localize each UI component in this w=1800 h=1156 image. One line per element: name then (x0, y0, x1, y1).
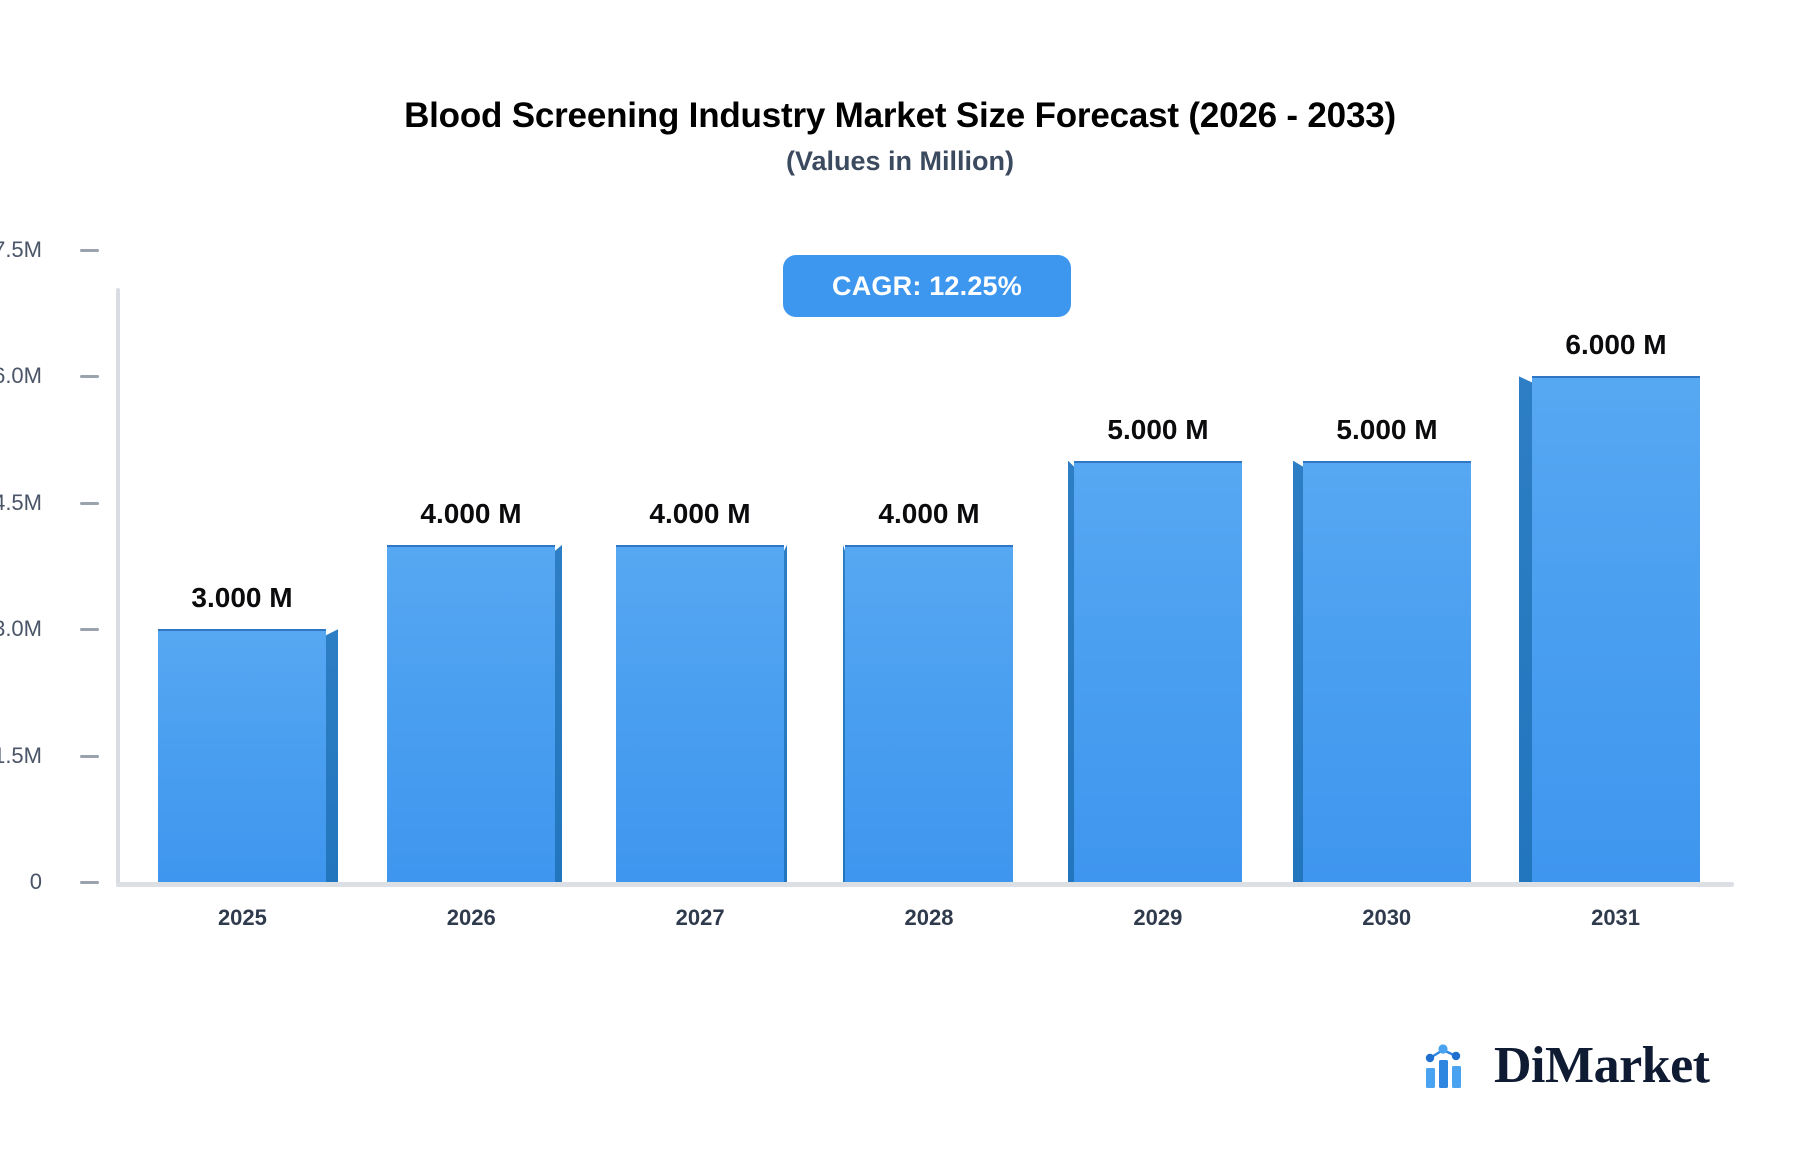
cagr-badge-label: CAGR: 12.25% (832, 270, 1022, 301)
y-axis-tick: 6.0M (0, 365, 116, 387)
cagr-badge: CAGR: 12.25% (783, 255, 1071, 317)
bar-chart-trend-icon (1425, 1044, 1461, 1088)
brand-name: DiMarket (1494, 1037, 1710, 1094)
y-axis-tick-label: 4.5M (0, 489, 42, 515)
x-axis-tick-label: 2026 (446, 905, 496, 930)
bar-value-label: 4.000 M (420, 497, 522, 529)
bar-side-face (555, 544, 562, 882)
bar-value-label: 4.000 M (649, 497, 751, 529)
x-axis-tick-label: 2029 (1133, 905, 1183, 930)
bar-side-face (843, 544, 845, 882)
bar-side-face (326, 629, 338, 882)
y-axis-tick-label: 1.5M (0, 742, 42, 768)
bar: 4.000 M (616, 498, 787, 882)
y-axis-tick-mark (80, 881, 99, 884)
y-axis-tick-mark (80, 375, 99, 379)
x-axis-tick-label: 2025 (217, 905, 267, 930)
brand-logo: DiMarket (1424, 1037, 1710, 1094)
x-axis-tick-label: 2031 (1591, 905, 1641, 930)
y-axis-tick-mark (80, 249, 99, 252)
bar-side-face (1293, 460, 1303, 882)
bar: 6.000 M (1519, 329, 1700, 882)
bar: 5.000 M (1293, 414, 1471, 882)
bar: 4.000 M (843, 498, 1013, 882)
bar-value-label: 6.000 M (1565, 329, 1667, 361)
bar-front-face (1303, 460, 1471, 882)
y-axis-tick: 7.5M (0, 239, 116, 261)
x-axis-tick-label: 2030 (1362, 905, 1412, 930)
bar-front-face (845, 544, 1013, 882)
y-axis-tick-label: 3.0M (0, 616, 42, 642)
bar-value-label: 5.000 M (1336, 413, 1438, 445)
bar-side-face (1519, 376, 1532, 882)
x-axis-tick-label: 2027 (675, 905, 725, 930)
bar-value-label: 3.000 M (191, 582, 293, 614)
y-axis-tick-mark (80, 754, 99, 758)
bar-value-label: 5.000 M (1107, 413, 1209, 445)
bar: 3.000 M (158, 582, 338, 882)
bar-side-face (784, 544, 787, 882)
bar: 4.000 M (387, 498, 562, 882)
bar-front-face (1074, 460, 1242, 882)
bar-front-face (616, 544, 784, 882)
y-axis-tick: 1.5M (0, 742, 116, 768)
bar-front-face (1532, 376, 1700, 882)
bar: 5.000 M (1068, 414, 1242, 882)
y-axis-tick: 0 (0, 871, 116, 893)
x-axis-line (116, 882, 1734, 887)
bar-front-face (387, 544, 555, 882)
y-axis-line (116, 288, 120, 885)
y-axis-tick: 3.0M (0, 618, 116, 640)
page-title: Blood Screening Industry Market Size For… (404, 96, 1396, 135)
y-axis-tick-label: 7.5M (0, 237, 42, 262)
y-axis-tick-mark (80, 501, 99, 505)
y-axis-tick: 4.5M (0, 489, 116, 515)
bar-side-face (1068, 460, 1074, 882)
y-axis-tick-label: 6.0M (0, 363, 42, 389)
bar-value-label: 4.000 M (878, 497, 980, 529)
bar-front-face (158, 629, 326, 882)
y-axis-tick-mark (80, 628, 99, 632)
x-axis-tick-label: 2028 (904, 905, 954, 930)
chart-subtitle: (Values in Million) (785, 146, 1015, 176)
y-axis-tick-label: 0 (29, 869, 42, 894)
